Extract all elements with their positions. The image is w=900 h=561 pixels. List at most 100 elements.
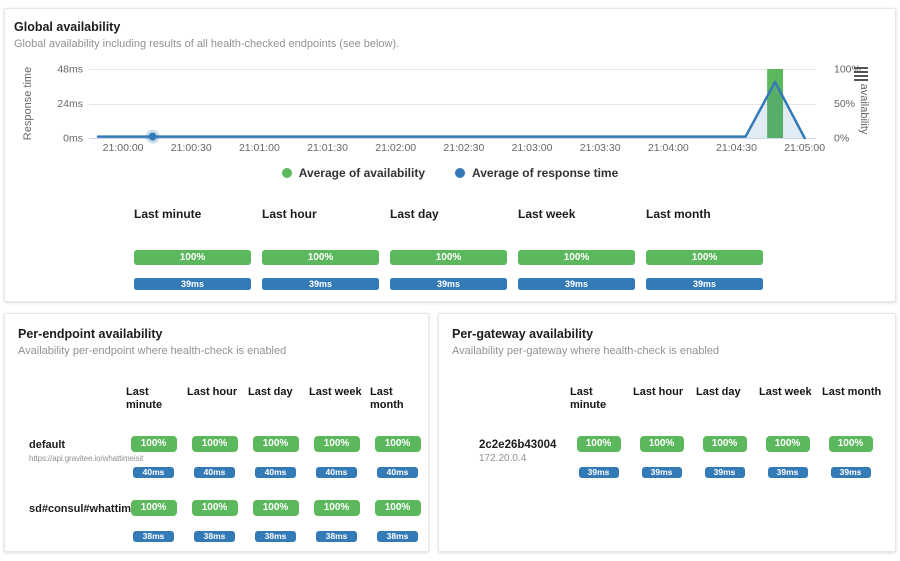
response-time-area (98, 81, 805, 138)
per-gateway-availability-panel: Per-gateway availability Availability pe… (438, 313, 896, 552)
column-header: Last week (309, 386, 362, 398)
availability-badge: 100% (262, 250, 379, 265)
left-axis-tick-label: 0ms (63, 133, 83, 145)
availability-badge: 100% (828, 436, 873, 452)
legend-item-availability[interactable]: Average of availability (281, 166, 425, 180)
period-label: Last hour (262, 207, 317, 221)
table-row: default https://api.gravitee.io/whattime… (29, 436, 430, 482)
global-availability-panel: Global availability Global availability … (4, 8, 896, 302)
global-stat-column: Last minute 100% 39ms (134, 207, 251, 290)
response-time-badge: 40ms (377, 467, 418, 478)
availability-badge: 100% (576, 436, 621, 452)
column-header: Last day (248, 386, 293, 398)
availability-badges: 100% 100% 100% 100% 100% (567, 436, 882, 452)
panel-title: Global availability (14, 20, 121, 34)
column-header: Last week (759, 386, 812, 398)
global-stat-column: Last hour 100% 39ms (262, 207, 379, 290)
panel-subtitle: Global availability including results of… (14, 38, 400, 50)
chart-context-menu-icon[interactable] (854, 67, 868, 81)
response-time-badge: 39ms (641, 467, 682, 478)
response-time-marker (148, 132, 157, 141)
column-header: Last month (370, 386, 404, 412)
table-row: sd#consul#whattimeisit 100% 100% 100% 10… (29, 500, 430, 546)
availability-badge: 100% (191, 500, 238, 516)
availability-badge: 100% (252, 500, 299, 516)
availability-badge: 100% (646, 250, 763, 265)
availability-badge: 100% (390, 250, 507, 265)
response-time-badge: 40ms (255, 467, 296, 478)
left-axis-tick-label: 48ms (57, 64, 83, 76)
response-time-badge: 39ms (518, 278, 635, 290)
response-time-badge: 39ms (704, 467, 745, 478)
availability-badge: 100% (374, 500, 421, 516)
legend-availability-dot-icon (281, 168, 292, 178)
column-header: Last day (696, 386, 741, 398)
response-time-badge: 39ms (646, 278, 763, 290)
right-axis-tick-label: 0% (834, 133, 849, 145)
response-time-badge: 38ms (377, 531, 418, 542)
response-time-badge: 39ms (767, 467, 808, 478)
panel-subtitle: Availability per-gateway where health-ch… (452, 345, 720, 357)
availability-badge: 100% (639, 436, 684, 452)
column-header: Last hour (187, 386, 238, 398)
right-axis-title: availability (858, 84, 870, 135)
response-time-badge: 39ms (262, 278, 379, 290)
x-axis-tick-label: 21:02:30 (443, 142, 484, 154)
response-time-badge: 39ms (134, 278, 251, 290)
global-stats: Last minute 100% 39ms Last hour 100% 39m… (134, 207, 763, 290)
legend-label: Average of availability (298, 166, 425, 180)
response-time-badge: 39ms (830, 467, 871, 478)
response-time-badge: 38ms (316, 531, 357, 542)
legend-label: Average of response time (472, 166, 619, 180)
availability-badge: 100% (130, 436, 177, 452)
response-time-badge: 39ms (578, 467, 619, 478)
period-label: Last week (518, 207, 576, 221)
availability-badge: 100% (702, 436, 747, 452)
x-axis-tick-label: 21:03:00 (512, 142, 553, 154)
table-row: 2c2e26b43004 172.20.0.4 100% 100% 100% 1… (479, 436, 897, 482)
table-header-row: Last minute Last hour Last day Last week… (567, 386, 882, 412)
response-time-badge: 38ms (255, 531, 296, 542)
panel-title: Per-gateway availability (452, 327, 594, 341)
x-axis-tick-label: 21:00:30 (171, 142, 212, 154)
x-axis-tick-label: 21:03:30 (580, 142, 621, 154)
endpoint-name: default (29, 439, 66, 451)
period-label: Last month (646, 207, 711, 221)
response-time-badges: 38ms 38ms 38ms 38ms 38ms (123, 531, 428, 542)
availability-badge: 100% (252, 436, 299, 452)
column-header: Last minute (126, 386, 163, 412)
legend-response-time-dot-icon (455, 168, 465, 178)
availability-badge: 100% (765, 436, 810, 452)
panel-subtitle: Availability per-endpoint where health-c… (18, 345, 287, 357)
per-endpoint-availability-panel: Per-endpoint availability Availability p… (4, 313, 429, 552)
gateway-ip: 172.20.0.4 (479, 453, 527, 464)
period-label: Last minute (134, 207, 202, 221)
response-time-badge: 38ms (194, 531, 235, 542)
x-axis-tick-label: 21:04:00 (648, 142, 689, 154)
panel-title: Per-endpoint availability (18, 327, 163, 341)
response-time-badge: 40ms (194, 467, 235, 478)
x-axis-tick-label: 21:04:30 (716, 142, 757, 154)
response-time-badge: 40ms (133, 467, 174, 478)
availability-badge: 100% (134, 250, 251, 265)
x-axis-tick-label: 21:01:00 (239, 142, 280, 154)
availability-badge: 100% (313, 436, 360, 452)
global-stat-column: Last month 100% 39ms (646, 207, 763, 290)
response-time-line (96, 80, 806, 140)
x-axis-tick-label: 21:05:00 (784, 142, 825, 154)
availability-badges: 100% 100% 100% 100% 100% (123, 436, 428, 452)
period-label: Last day (390, 207, 439, 221)
response-time-badge: 38ms (133, 531, 174, 542)
x-axis-tick-label: 21:00:00 (103, 142, 144, 154)
column-header: Last month (822, 386, 882, 398)
availability-badge: 100% (130, 500, 177, 516)
table-header-row: Last minute Last hour Last day Last week… (123, 386, 428, 412)
availability-chart: 0ms 24ms 48ms 0% 50% 100% 21:00:00 21:00:30 21:0… (5, 53, 897, 163)
endpoint-url: https://api.gravitee.io/whattimeisit (29, 454, 144, 463)
availability-badge: 100% (374, 436, 421, 452)
response-time-badge: 39ms (390, 278, 507, 290)
availability-badge: 100% (313, 500, 360, 516)
availability-badge: 100% (518, 250, 635, 265)
legend-item-response-time[interactable]: Average of response time (455, 166, 618, 180)
left-axis-title: Response time (22, 67, 34, 140)
